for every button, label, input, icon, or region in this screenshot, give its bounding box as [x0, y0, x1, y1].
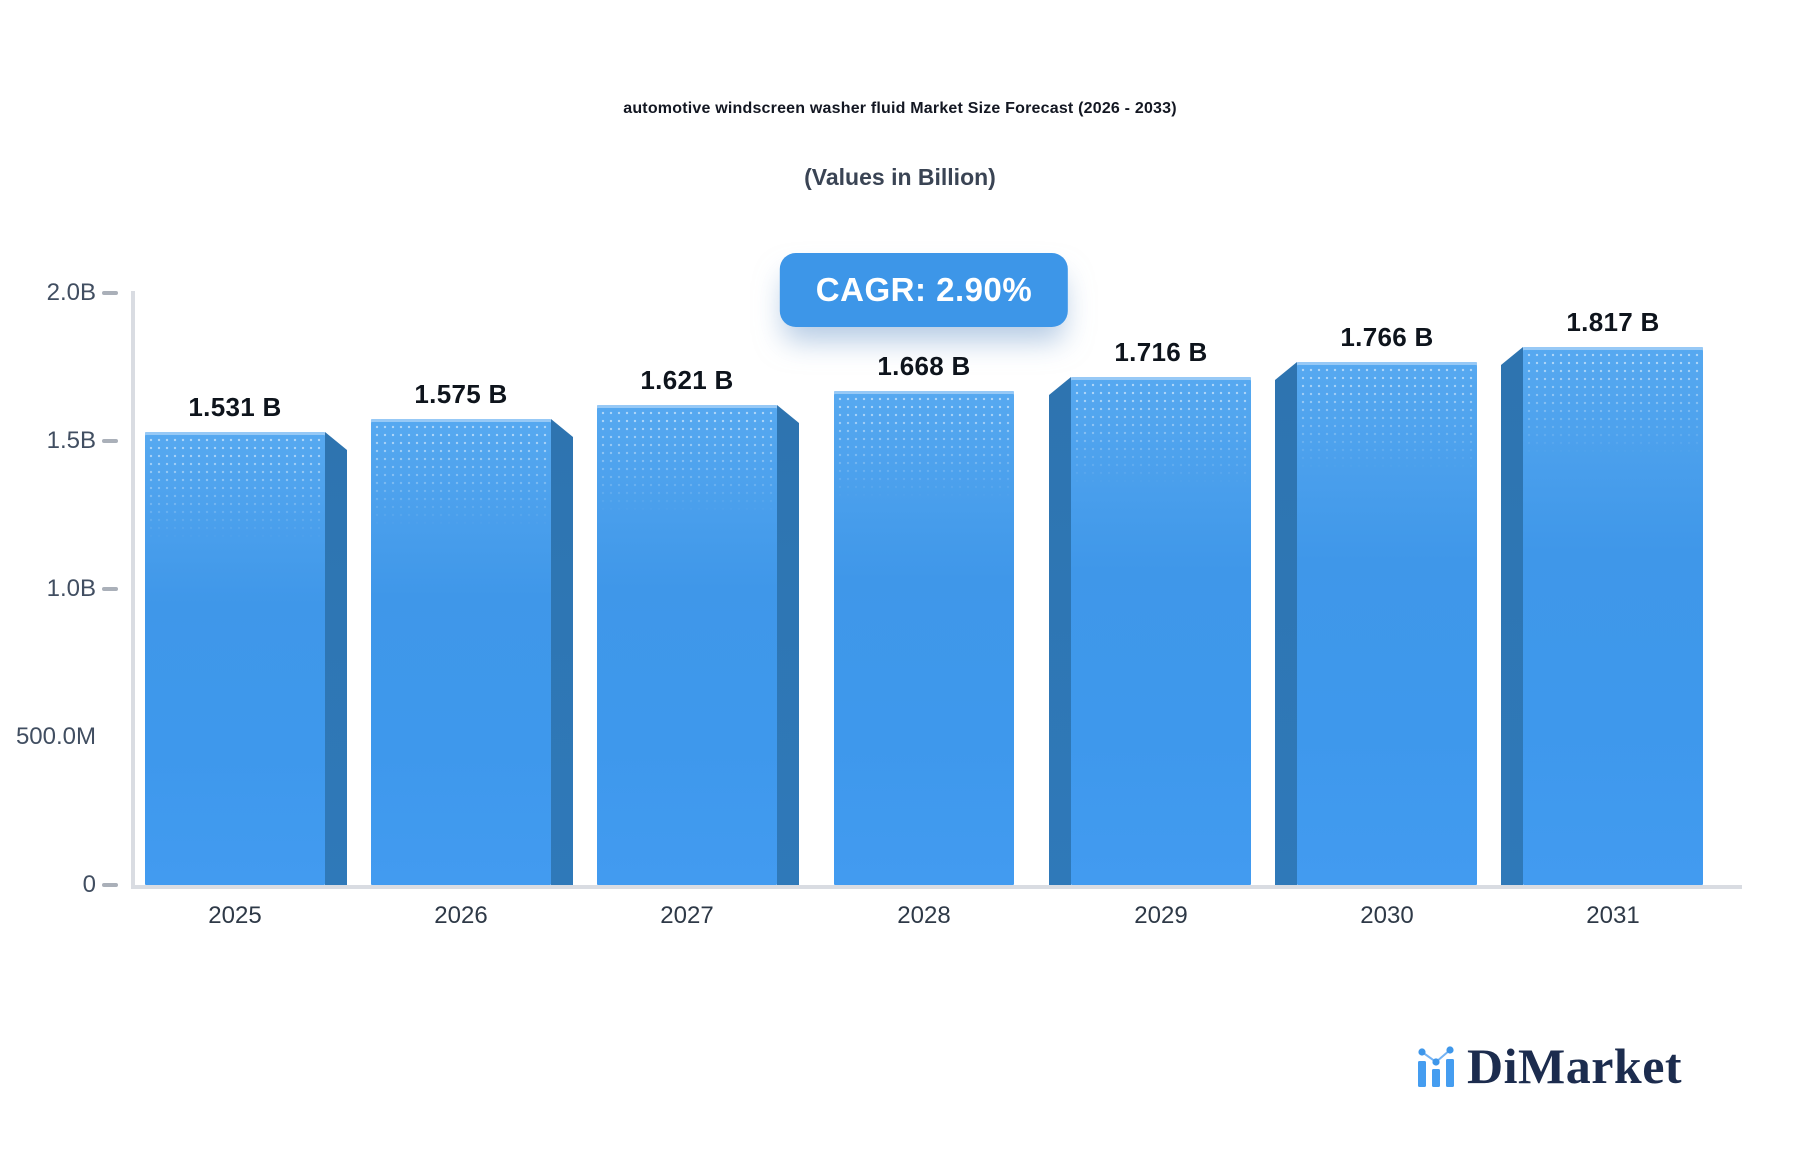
bar-2029[interactable]	[1071, 377, 1251, 885]
y-axis-line	[131, 291, 135, 889]
y-axis-tick-label: 1.0B	[46, 575, 96, 602]
chart-title: automotive windscreen washer fluid Marke…	[623, 100, 1177, 117]
x-axis-line	[133, 885, 1742, 889]
bar-chart-logo-icon	[1418, 1046, 1454, 1087]
bar-2027[interactable]	[597, 405, 777, 885]
bar-2028[interactable]	[834, 391, 1014, 885]
y-axis-tick-label: 500.0M	[15, 723, 96, 750]
y-axis-tick-label: 2.0B	[46, 279, 96, 306]
x-axis-label: 2031	[1586, 902, 1640, 929]
bar-value-label: 1.575 B	[414, 379, 508, 409]
dimarket-logo[interactable]: DiMarket	[1416, 1040, 1682, 1092]
bar-2030[interactable]	[1297, 362, 1477, 885]
y-axis-tick-mark	[102, 883, 118, 887]
x-axis-label: 2030	[1360, 902, 1414, 929]
x-axis-label: 2028	[897, 902, 951, 929]
y-axis-tick-label: 1.5B	[46, 427, 96, 454]
x-axis-label: 2029	[1134, 902, 1188, 929]
bar-value-label: 1.766 B	[1340, 322, 1434, 352]
y-axis-tick-label: 0	[82, 871, 96, 898]
chart-subtitle: (Values in Billion)	[804, 164, 996, 190]
bar-2026[interactable]	[371, 419, 551, 885]
x-axis-label: 2025	[208, 902, 262, 929]
bar-2031[interactable]	[1523, 347, 1703, 885]
bar-value-label: 1.668 B	[877, 351, 971, 381]
cagr-badge: CAGR: 2.90%	[779, 253, 1069, 327]
bar-side-face	[551, 419, 573, 885]
bar-side-face	[1049, 377, 1071, 885]
bar-side-face	[325, 432, 347, 885]
bar-side-face	[1501, 347, 1523, 885]
bar-side-face	[1275, 362, 1297, 885]
bar-value-label: 1.716 B	[1114, 337, 1208, 367]
bar-side-face	[777, 405, 799, 885]
bar-value-label: 1.817 B	[1566, 307, 1660, 337]
bar-value-label: 1.531 B	[188, 392, 282, 422]
y-axis-tick-mark	[102, 291, 118, 295]
bar-value-label: 1.621 B	[640, 365, 734, 395]
logo-text: DiMarket	[1467, 1038, 1683, 1094]
x-axis-label: 2027	[660, 902, 714, 929]
bar-2025[interactable]	[145, 432, 325, 885]
y-axis-tick-mark	[102, 587, 118, 591]
y-axis-tick-mark	[102, 439, 118, 443]
x-axis-label: 2026	[434, 902, 488, 929]
